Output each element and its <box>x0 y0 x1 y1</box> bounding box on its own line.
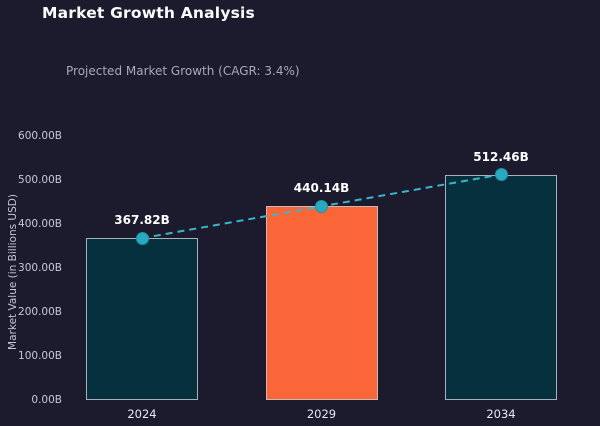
x-tick-label-2029: 2029 <box>306 407 337 421</box>
y-tick-label-500: 500.00B <box>18 174 62 186</box>
x-tick-label-2034: 2034 <box>486 407 516 421</box>
data-point-marker-2034 <box>494 168 508 182</box>
bar-2029 <box>265 206 378 400</box>
y-tick-label-0: 0.00B <box>31 394 62 406</box>
y-tick-label-300: 300.00B <box>18 262 62 274</box>
chart-title: Market Growth Analysis <box>42 4 255 22</box>
chart-subtitle: Projected Market Growth (CAGR: 3.4%) <box>66 64 300 78</box>
bar-2024 <box>86 238 198 400</box>
y-tick-label-100: 100.00B <box>18 350 62 362</box>
y-tick-label-600: 600.00B <box>18 130 62 142</box>
value-label-2034: 512.46B <box>473 149 529 164</box>
value-label-2024: 367.82B <box>114 213 170 228</box>
data-point-marker-2029 <box>315 199 328 213</box>
x-tick-label-2024: 2024 <box>127 407 157 421</box>
y-tick-label-400: 400.00B <box>18 218 62 230</box>
y-tick-label-200: 200.00B <box>18 306 62 318</box>
data-point-marker-2024 <box>135 231 149 245</box>
bar-2034 <box>445 174 557 400</box>
value-label-2029: 440.14B <box>293 181 350 196</box>
